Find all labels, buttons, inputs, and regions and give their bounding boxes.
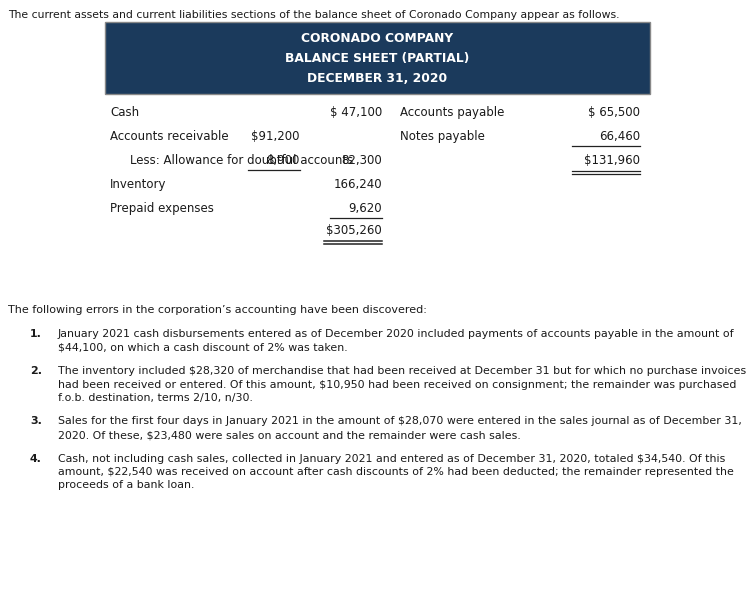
Text: 2.: 2.: [30, 366, 42, 376]
Text: $305,260: $305,260: [326, 224, 382, 237]
Text: 2020. Of these, $23,480 were sales on account and the remainder were cash sales.: 2020. Of these, $23,480 were sales on ac…: [58, 430, 521, 440]
Text: f.o.b. destination, terms 2/10, n/30.: f.o.b. destination, terms 2/10, n/30.: [58, 393, 253, 403]
Text: Inventory: Inventory: [110, 178, 166, 191]
Text: 82,300: 82,300: [341, 154, 382, 167]
Text: Notes payable: Notes payable: [400, 130, 485, 143]
Text: 8,900: 8,900: [267, 154, 300, 167]
Text: Cash, not including cash sales, collected in January 2021 and entered as of Dece: Cash, not including cash sales, collecte…: [58, 453, 725, 463]
Text: DECEMBER 31, 2020: DECEMBER 31, 2020: [307, 72, 447, 85]
Text: amount, $22,540 was received on account after cash discounts of 2% had been dedu: amount, $22,540 was received on account …: [58, 467, 734, 477]
Text: 3.: 3.: [30, 416, 42, 426]
Text: $ 47,100: $ 47,100: [330, 106, 382, 119]
Text: January 2021 cash disbursements entered as of December 2020 included payments of: January 2021 cash disbursements entered …: [58, 329, 735, 339]
Text: Less: Allowance for doubtful accounts: Less: Allowance for doubtful accounts: [130, 154, 353, 167]
Text: Accounts receivable: Accounts receivable: [110, 130, 229, 143]
Text: $ 65,500: $ 65,500: [588, 106, 640, 119]
Text: $91,200: $91,200: [252, 130, 300, 143]
Text: had been received or entered. Of this amount, $10,950 had been received on consi: had been received or entered. Of this am…: [58, 380, 736, 390]
Text: 1.: 1.: [30, 329, 42, 339]
Text: CORONADO COMPANY: CORONADO COMPANY: [301, 32, 453, 45]
Text: 166,240: 166,240: [334, 178, 382, 191]
Text: The following errors in the corporation’s accounting have been discovered:: The following errors in the corporation’…: [8, 305, 427, 315]
Text: proceeds of a bank loan.: proceeds of a bank loan.: [58, 481, 194, 491]
Text: Sales for the first four days in January 2021 in the amount of $28,070 were ente: Sales for the first four days in January…: [58, 416, 742, 426]
Text: Prepaid expenses: Prepaid expenses: [110, 202, 214, 215]
Text: $131,960: $131,960: [584, 154, 640, 167]
Text: 9,620: 9,620: [349, 202, 382, 215]
Text: 4.: 4.: [30, 453, 42, 463]
Text: The current assets and current liabilities sections of the balance sheet of Coro: The current assets and current liabiliti…: [8, 10, 620, 20]
Text: Accounts payable: Accounts payable: [400, 106, 505, 119]
Text: Cash: Cash: [110, 106, 139, 119]
Text: 66,460: 66,460: [599, 130, 640, 143]
Text: BALANCE SHEET (PARTIAL): BALANCE SHEET (PARTIAL): [285, 52, 470, 65]
Text: The inventory included $28,320 of merchandise that had been received at December: The inventory included $28,320 of mercha…: [58, 366, 746, 376]
Text: $44,100, on which a cash discount of 2% was taken.: $44,100, on which a cash discount of 2% …: [58, 343, 348, 352]
Bar: [105, 22, 650, 94]
